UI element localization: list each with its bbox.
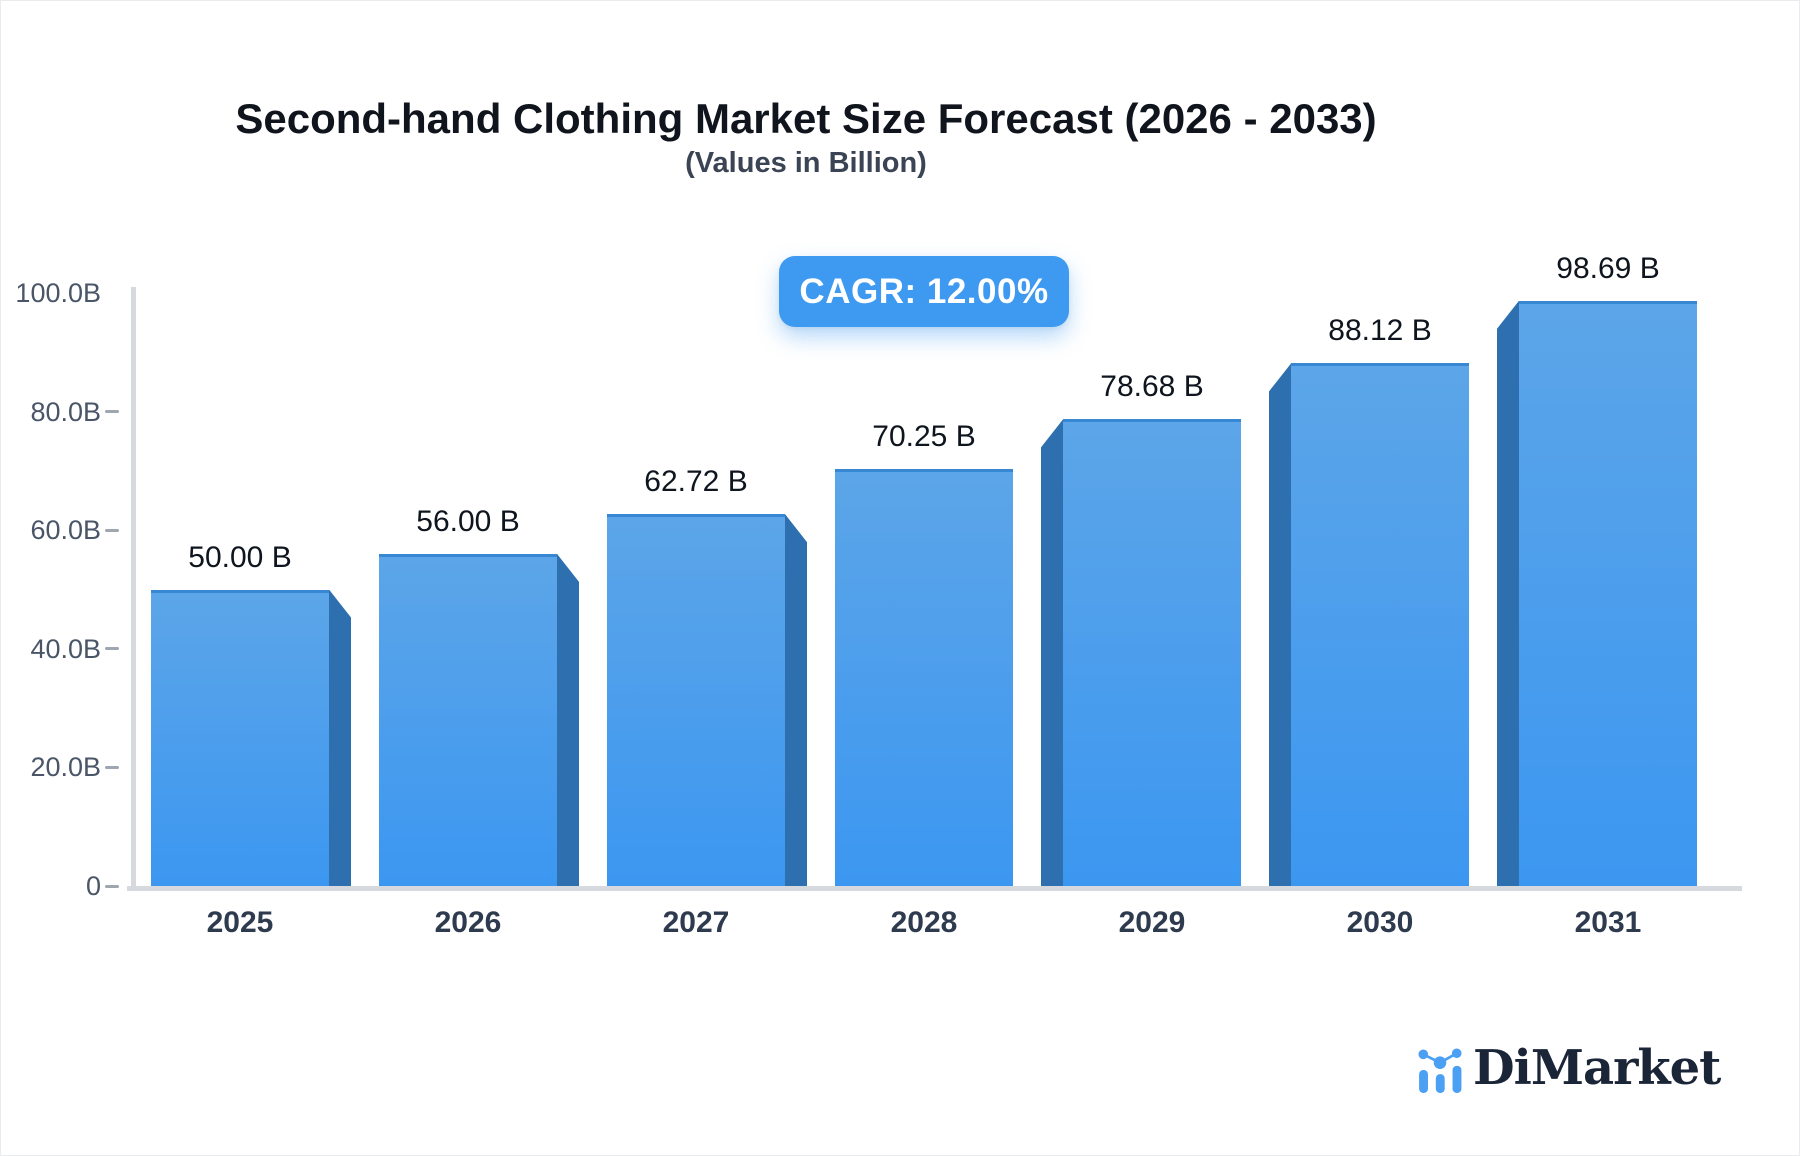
y-axis-line bbox=[131, 287, 136, 891]
bar-side bbox=[1269, 363, 1291, 886]
bar bbox=[379, 553, 557, 886]
bar bbox=[1063, 419, 1241, 886]
x-axis-label: 2030 bbox=[1346, 906, 1414, 939]
bar-value-label: 98.69 B bbox=[1556, 251, 1660, 285]
bar bbox=[1519, 300, 1697, 886]
x-axis-label: 2025 bbox=[206, 906, 274, 939]
bar-value-label: 78.68 B bbox=[1100, 370, 1204, 404]
bar-value-label: 56.00 B bbox=[416, 504, 520, 538]
y-tick-label: 40.0B bbox=[30, 633, 101, 664]
bar-side bbox=[329, 589, 351, 886]
y-tick-label: 100.0B bbox=[15, 278, 101, 308]
x-axis-line bbox=[127, 886, 1742, 891]
page-title: Second-hand Clothing Market Size Forecas… bbox=[235, 95, 1377, 142]
bar-side bbox=[1041, 419, 1063, 886]
y-tick-dash bbox=[105, 765, 119, 769]
bar-side bbox=[1497, 300, 1519, 886]
bar bbox=[1291, 363, 1469, 886]
brand-name: DiMarket bbox=[1473, 1040, 1721, 1096]
x-axis-label: 2026 bbox=[434, 906, 502, 939]
bar-value-label: 70.25 B bbox=[872, 420, 976, 454]
bar-value-label: 88.12 B bbox=[1328, 314, 1432, 348]
bar-side bbox=[557, 553, 579, 886]
bar bbox=[835, 469, 1013, 886]
x-axis-label: 2029 bbox=[1118, 906, 1186, 939]
y-tick-dash bbox=[105, 884, 119, 888]
bar-value-label: 50.00 B bbox=[188, 540, 292, 574]
bar-side bbox=[785, 514, 807, 886]
x-axis-label: 2028 bbox=[890, 906, 958, 939]
brand-logo: DiMarket bbox=[1417, 1040, 1721, 1096]
bar-value-label: 62.72 B bbox=[644, 465, 748, 499]
y-tick-label: 0 bbox=[85, 871, 101, 901]
page-subtitle: (Values in Billion) bbox=[685, 147, 927, 179]
y-tick-dash bbox=[105, 410, 119, 414]
bar bbox=[607, 514, 785, 886]
bar-chart-icon bbox=[1418, 1048, 1462, 1093]
bar bbox=[151, 589, 329, 886]
y-tick-label: 60.0B bbox=[30, 515, 101, 546]
y-tick-dash bbox=[105, 647, 119, 651]
x-axis-label: 2031 bbox=[1574, 906, 1642, 939]
y-tick-label: 20.0B bbox=[30, 752, 101, 783]
cagr-badge: CAGR: 12.00% bbox=[779, 256, 1069, 327]
y-tick-dash bbox=[105, 528, 119, 532]
y-tick-label: 80.0B bbox=[30, 396, 101, 427]
x-axis-label: 2027 bbox=[662, 906, 730, 939]
